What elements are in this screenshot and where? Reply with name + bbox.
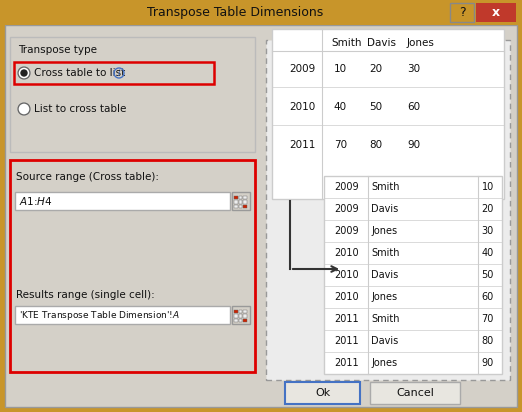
Text: 30: 30 [407, 64, 420, 74]
Text: 40: 40 [482, 248, 494, 258]
Text: Cancel: Cancel [396, 388, 434, 398]
FancyBboxPatch shape [234, 196, 238, 199]
Text: 2010: 2010 [335, 270, 359, 280]
Text: Results range (single cell):: Results range (single cell): [16, 290, 155, 300]
Text: Davis: Davis [371, 204, 398, 214]
Text: Ok: Ok [315, 388, 330, 398]
Text: Davis: Davis [371, 336, 398, 346]
Text: Smith: Smith [332, 38, 362, 48]
FancyBboxPatch shape [234, 309, 238, 313]
Text: $A$1:$H$4: $A$1:$H$4 [19, 195, 53, 207]
FancyBboxPatch shape [266, 40, 510, 380]
Text: Cross table to list: Cross table to list [34, 68, 125, 78]
Text: 20: 20 [482, 204, 494, 214]
FancyBboxPatch shape [272, 29, 504, 199]
Text: 2010: 2010 [289, 102, 315, 112]
Text: 10: 10 [482, 182, 494, 192]
FancyBboxPatch shape [234, 200, 238, 204]
Text: Transpose Table Dimensions: Transpose Table Dimensions [147, 6, 323, 19]
Text: 70: 70 [334, 140, 347, 150]
Text: 90: 90 [407, 140, 420, 150]
Circle shape [18, 103, 30, 115]
Text: 2009: 2009 [335, 204, 359, 214]
FancyBboxPatch shape [239, 314, 242, 318]
FancyBboxPatch shape [10, 160, 255, 372]
Text: 2010: 2010 [335, 292, 359, 302]
Text: 2011: 2011 [335, 336, 359, 346]
Text: Source range (Cross table):: Source range (Cross table): [16, 172, 159, 182]
Text: Transpose type: Transpose type [18, 45, 97, 55]
FancyBboxPatch shape [15, 192, 230, 210]
Text: 80: 80 [369, 140, 382, 150]
FancyBboxPatch shape [14, 62, 214, 84]
Text: 2011: 2011 [289, 140, 315, 150]
Circle shape [18, 67, 30, 79]
FancyBboxPatch shape [450, 3, 474, 22]
FancyBboxPatch shape [243, 318, 246, 322]
Text: 40: 40 [334, 102, 347, 112]
FancyBboxPatch shape [243, 309, 246, 313]
FancyBboxPatch shape [234, 204, 238, 208]
Text: 2009: 2009 [335, 226, 359, 236]
Text: 80: 80 [482, 336, 494, 346]
Text: 10: 10 [334, 64, 347, 74]
Text: 2011: 2011 [335, 314, 359, 324]
FancyBboxPatch shape [243, 200, 246, 204]
Text: 60: 60 [482, 292, 494, 302]
FancyBboxPatch shape [243, 314, 246, 318]
Text: i: i [118, 68, 120, 77]
Text: 2011: 2011 [335, 358, 359, 368]
Text: Jones: Jones [371, 358, 397, 368]
FancyBboxPatch shape [262, 36, 514, 384]
FancyBboxPatch shape [239, 204, 242, 208]
Text: 50: 50 [482, 270, 494, 280]
FancyBboxPatch shape [239, 196, 242, 199]
FancyBboxPatch shape [10, 37, 255, 152]
Text: Jones: Jones [406, 38, 434, 48]
FancyBboxPatch shape [239, 200, 242, 204]
Text: x: x [492, 6, 500, 19]
Text: Smith: Smith [371, 182, 399, 192]
Text: 30: 30 [482, 226, 494, 236]
Text: 'KTE Transpose Table Dimension'!$A$: 'KTE Transpose Table Dimension'!$A$ [19, 309, 180, 321]
Text: Davis: Davis [367, 38, 397, 48]
Text: 50: 50 [369, 102, 382, 112]
FancyBboxPatch shape [370, 382, 460, 404]
FancyBboxPatch shape [5, 25, 517, 407]
Text: 70: 70 [482, 314, 494, 324]
FancyBboxPatch shape [239, 318, 242, 322]
Text: Smith: Smith [371, 314, 399, 324]
Text: 20: 20 [369, 64, 382, 74]
Text: 2010: 2010 [335, 248, 359, 258]
FancyBboxPatch shape [476, 3, 516, 22]
FancyBboxPatch shape [243, 196, 246, 199]
FancyBboxPatch shape [234, 314, 238, 318]
Text: 2009: 2009 [335, 182, 359, 192]
FancyBboxPatch shape [232, 192, 250, 210]
Text: Davis: Davis [371, 270, 398, 280]
FancyBboxPatch shape [239, 309, 242, 313]
FancyBboxPatch shape [324, 176, 502, 374]
Text: 60: 60 [407, 102, 420, 112]
FancyBboxPatch shape [232, 306, 250, 324]
FancyBboxPatch shape [0, 0, 522, 25]
Text: ?: ? [459, 6, 465, 19]
Text: Jones: Jones [371, 226, 397, 236]
FancyBboxPatch shape [234, 318, 238, 322]
FancyBboxPatch shape [243, 204, 246, 208]
Text: 90: 90 [482, 358, 494, 368]
FancyBboxPatch shape [15, 306, 230, 324]
Text: List to cross table: List to cross table [34, 104, 126, 114]
Text: Smith: Smith [371, 248, 399, 258]
FancyBboxPatch shape [285, 382, 360, 404]
Text: Jones: Jones [371, 292, 397, 302]
Circle shape [21, 70, 27, 76]
Text: 2009: 2009 [289, 64, 315, 74]
